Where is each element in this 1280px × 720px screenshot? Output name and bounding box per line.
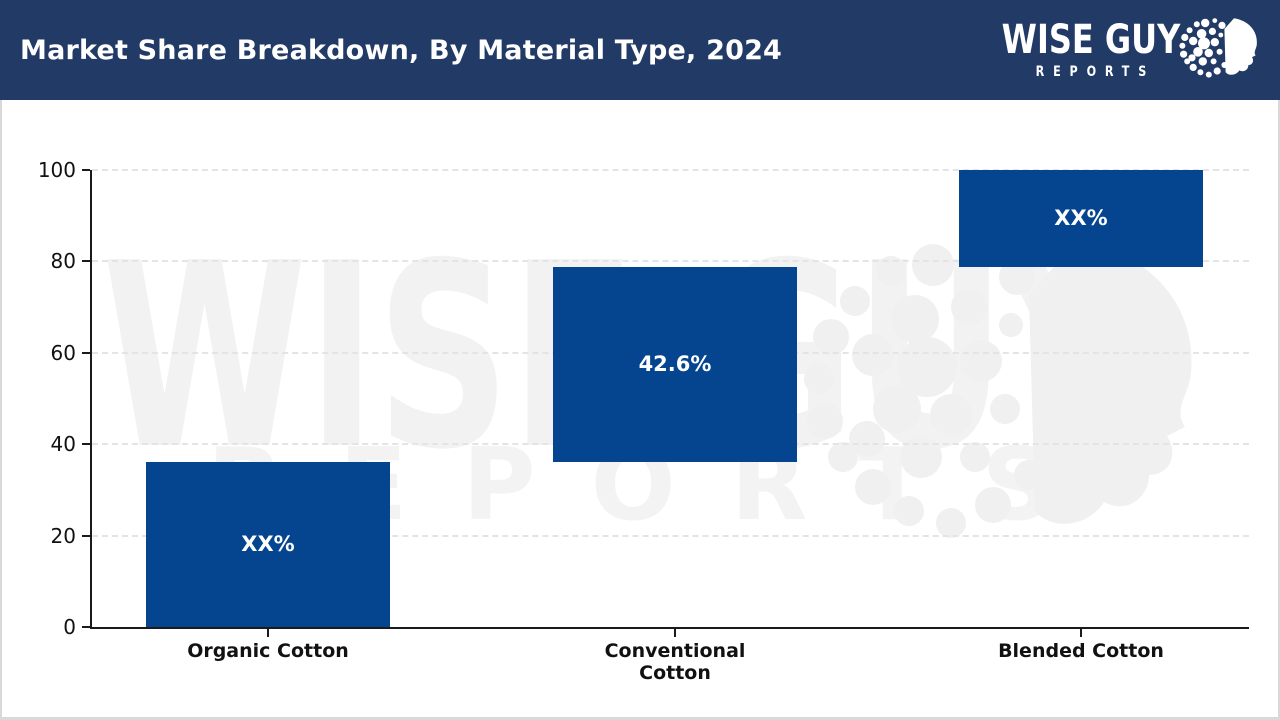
logo-name-text: WISE GUY [1001, 17, 1180, 63]
y-tick-mark [82, 351, 90, 354]
bar-value-label: XX% [1054, 206, 1108, 231]
x-category-label-conventional-cotton: Conventional Cotton [604, 640, 746, 684]
y-gridline-80 [92, 260, 1249, 263]
y-tick-label: 20 [50, 523, 76, 548]
bar-value-label: XX% [241, 532, 295, 557]
y-tick-mark [82, 534, 90, 537]
plot-area: 0 20 40 60 80 100 XX% Organic Cotton 42.6% Conven… [38, 160, 1249, 684]
y-tick-mark [82, 443, 90, 446]
y-tick-mark [82, 626, 90, 628]
y-tick-mark [82, 169, 90, 171]
bar-organic-cotton: XX% [146, 461, 390, 627]
y-tick-label: 100 [37, 158, 76, 182]
y-gridline-100 [92, 169, 1249, 171]
x-category-label-blended-cotton: Blended Cotton [998, 640, 1164, 662]
y-tick-label: 60 [50, 340, 76, 365]
header-bar: Market Share Breakdown, By Material Type… [0, 0, 1280, 100]
y-tick-label: 0 [63, 615, 76, 639]
wise-guy-reports-logo: WISE GUY REPORTS [957, 7, 1264, 93]
chart-title: Market Share Breakdown, By Material Type… [20, 34, 783, 66]
y-tick-label: 40 [50, 432, 76, 457]
x-tick-mark [1080, 629, 1082, 637]
x-tick-mark [267, 629, 269, 637]
bar-value-label: 42.6% [638, 352, 712, 377]
x-category-label-organic-cotton: Organic Cotton [187, 640, 349, 662]
logo-face-icon [1174, 7, 1264, 93]
logo-subtext: REPORTS [1035, 64, 1155, 80]
bar-blended-cotton: XX% [959, 170, 1203, 267]
y-tick-label: 80 [50, 249, 76, 274]
logo-wordmark: WISE GUY REPORTS [1001, 20, 1180, 80]
x-tick-mark [674, 629, 676, 637]
bar-conventional-cotton: 42.6% [553, 266, 797, 462]
y-tick-mark [82, 260, 90, 263]
y-gridline-20 [92, 534, 1249, 537]
chart-canvas: WISE GUY REPORTS 0 20 40 60 80 100 XX% Organic … [0, 100, 1280, 720]
